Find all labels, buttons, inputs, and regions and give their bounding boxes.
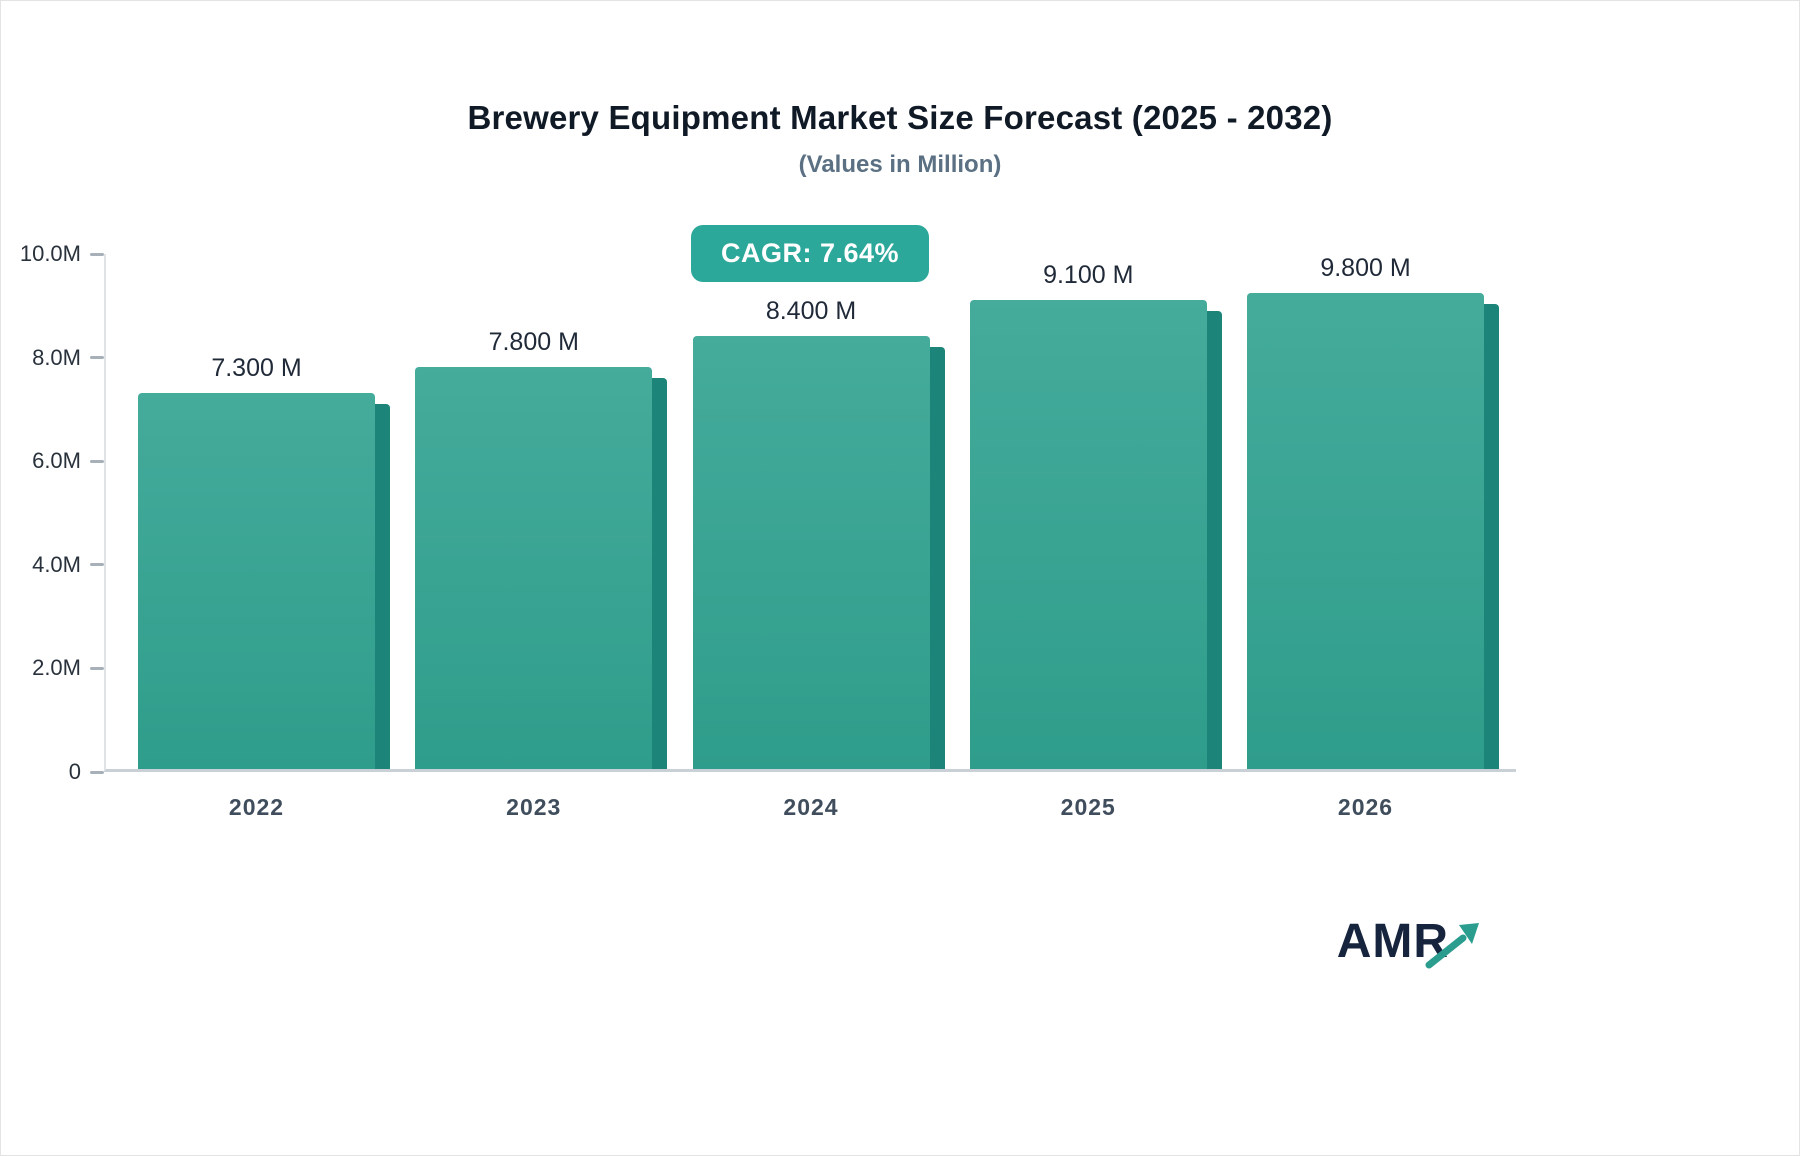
y-tick-label: 2.0M (32, 655, 81, 681)
x-axis-label: 2026 (1337, 794, 1394, 820)
y-tick-mark (90, 666, 104, 670)
y-tick: 0 (69, 759, 104, 785)
plot-area: 7.300 M 2022 7.800 M 2023 8.400 M 2024 9.100 M… (104, 254, 1516, 820)
bar-group: 8.400 M 2024 (692, 254, 945, 820)
chart-subtitle: (Values in Million) (798, 151, 1002, 178)
y-axis: 0 2.0M 4.0M 6.0M 8.0M 10.0M (1, 241, 104, 784)
cagr-badge: CAGR: 7.64% (691, 225, 930, 282)
bar (1247, 293, 1499, 769)
y-tick-label: 8.0M (32, 344, 81, 370)
y-tick-label: 0 (68, 759, 81, 784)
y-tick: 6.0M (32, 448, 104, 474)
y-tick-label: 4.0M (32, 551, 81, 577)
y-tick: 8.0M (32, 345, 104, 371)
amr-logo-text: AMR (1336, 915, 1449, 968)
bar-value-label: 7.800 M (488, 328, 579, 357)
y-tick-mark (90, 770, 104, 774)
bar-value-label: 7.300 M (211, 354, 302, 383)
bar-group: 9.800 M 2026 (1247, 254, 1499, 820)
x-axis-label: 2025 (1060, 794, 1116, 820)
bar (692, 336, 945, 769)
x-axis-label: 2023 (506, 794, 562, 820)
bar-group: 7.300 M 2022 (138, 254, 390, 820)
bar (415, 367, 668, 769)
y-tick: 10.0M (20, 241, 104, 267)
y-tick: 4.0M (32, 552, 104, 578)
x-axis-label: 2022 (228, 794, 285, 820)
y-tick-mark (90, 563, 104, 567)
y-tick-mark (90, 459, 104, 463)
y-tick-mark (90, 252, 104, 256)
x-axis-label: 2024 (783, 794, 839, 820)
y-tick-label: 6.0M (32, 448, 81, 474)
bar-group: 7.800 M 2023 (415, 254, 668, 820)
chart-title: Brewery Equipment Market Size Forecast (… (467, 99, 1333, 136)
bar-value-label: 9.800 M (1320, 254, 1411, 282)
y-tick: 2.0M (32, 655, 104, 681)
y-tick-label: 10.0M (19, 241, 81, 266)
bar-value-label: 8.400 M (765, 297, 857, 326)
growth-arrow-icon (1425, 922, 1479, 968)
amr-logo: AMR (1337, 914, 1481, 969)
bar (138, 393, 390, 769)
bar (969, 300, 1222, 769)
y-tick-mark (90, 356, 104, 360)
bar-value-label: 9.100 M (1043, 261, 1134, 290)
bars-row: 7.300 M 2022 7.800 M 2023 8.400 M 2024 9.100 M… (106, 254, 1516, 820)
bar-group: 9.100 M 2025 (969, 254, 1222, 820)
